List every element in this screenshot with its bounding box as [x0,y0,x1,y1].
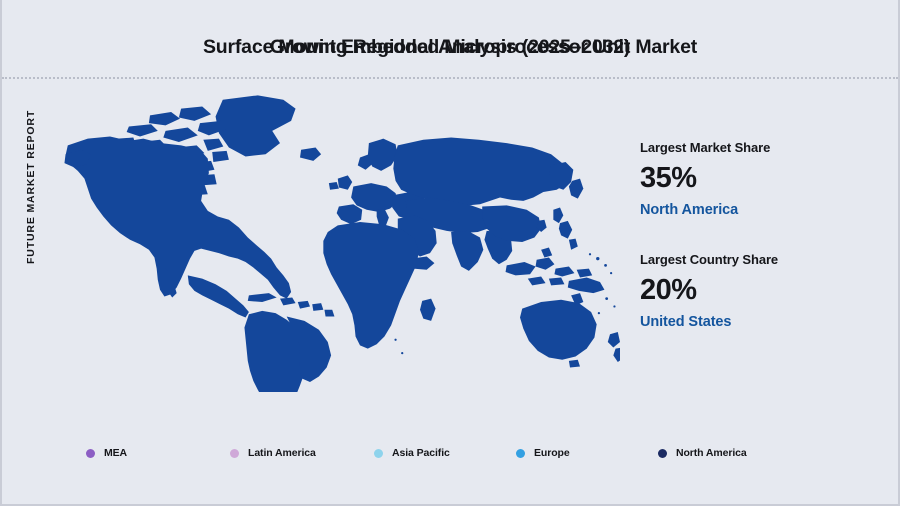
page-title: Surface Mount Embedded Microprocessor Un… [202,36,698,58]
stats-panel: Largest Market Share 35% North America L… [640,140,880,364]
stat-value: 35% [640,162,697,194]
legend: MEA Latin America Asia Pacific Europe North … [86,447,786,467]
stat-region: United States [640,314,732,330]
brand-watermark: FUTURE MARKET REPORT [25,109,37,264]
legend-label: Latin America [248,447,316,459]
legend-item[interactable]: Asia Pacific [374,447,450,459]
stat-label: Largest Market Share [640,140,771,155]
legend-item[interactable]: North America [658,447,747,459]
page-title-overlay: Growing Regional Analysis (2025–2032) [269,36,631,58]
legend-label: North America [676,447,747,459]
stat-largest-market-share: Largest Market Share 35% North America [640,140,880,218]
legend-item[interactable]: MEA [86,447,127,459]
legend-label: Europe [534,447,570,459]
legend-swatch-icon [516,448,525,458]
legend-item[interactable]: Europe [516,447,570,459]
header-divider [2,77,898,79]
stat-label: Largest Country Share [640,252,779,267]
stat-largest-country-share: Largest Country Share 20% United States [640,252,880,330]
legend-label: MEA [104,447,128,459]
world-map [60,92,620,392]
header-band: Surface Mount Embedded Microprocessor Un… [2,0,898,78]
legend-swatch-icon [86,448,95,458]
legend-swatch-icon [230,448,239,458]
world-map-icon [64,95,620,392]
legend-label: Asia Pacific [392,447,450,459]
legend-swatch-icon [374,448,383,458]
legend-item[interactable]: Latin America [230,447,316,459]
stat-value: 20% [640,274,697,306]
stat-region: North America [640,202,739,218]
legend-swatch-icon [658,448,667,458]
